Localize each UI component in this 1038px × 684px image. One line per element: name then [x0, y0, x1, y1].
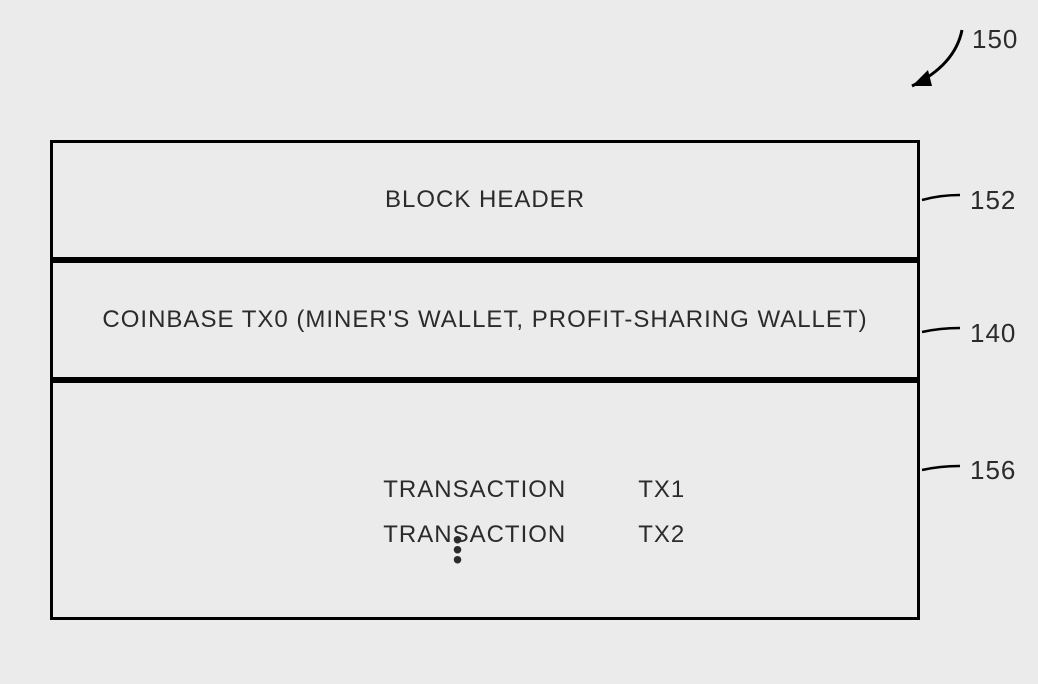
figure-arrow-icon	[0, 0, 1038, 684]
